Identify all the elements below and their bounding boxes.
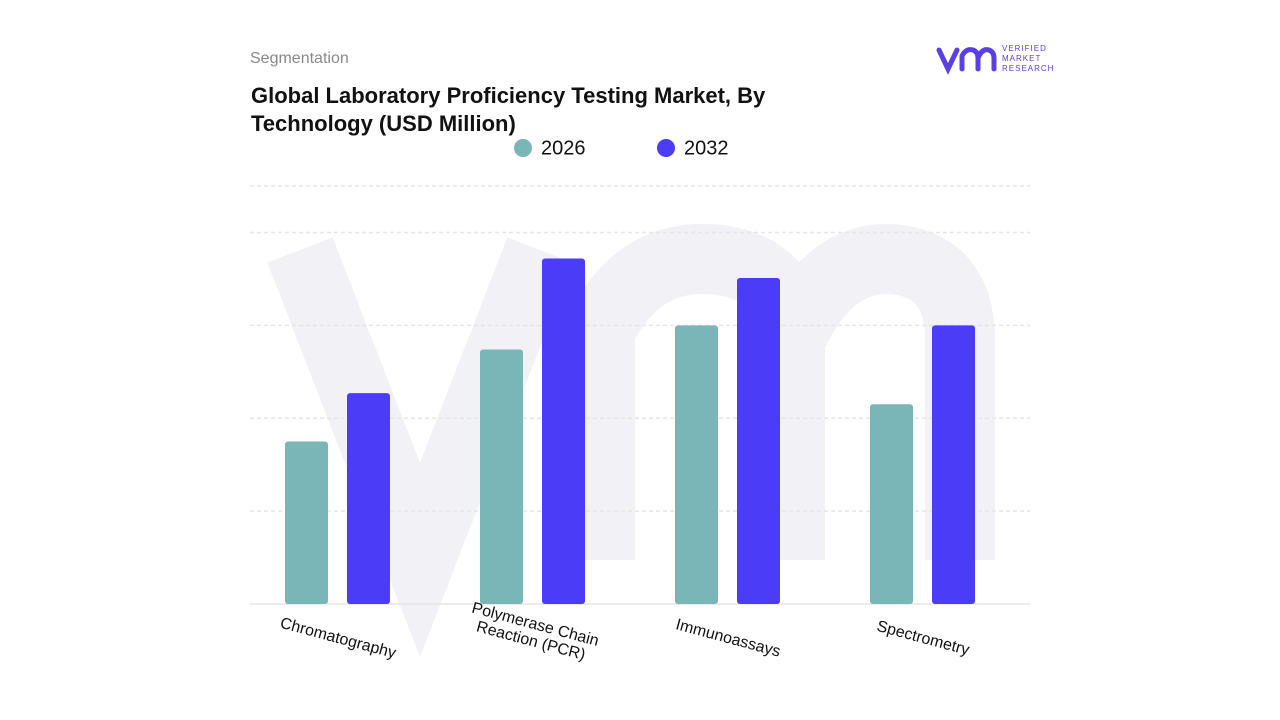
legend-swatch [657,139,675,157]
brand-text: RESEARCH [1002,64,1054,73]
bar [285,441,328,604]
chart-title: Global Laboratory Proficiency Testing Ma… [251,83,766,136]
brand-text: MARKET [1002,54,1041,63]
bar [347,393,390,604]
watermark [267,223,995,657]
bar [737,277,780,604]
logo [936,47,997,75]
subtitle: Segmentation [250,50,349,67]
bar [480,349,523,604]
legend-label: 2026 [541,137,586,159]
legend-label: 2032 [684,137,729,159]
bar [542,258,585,604]
bar [932,325,975,604]
bar [870,404,913,604]
legend-swatch [514,139,532,157]
bar [675,325,718,604]
brand-text: VERIFIED [1002,44,1047,53]
